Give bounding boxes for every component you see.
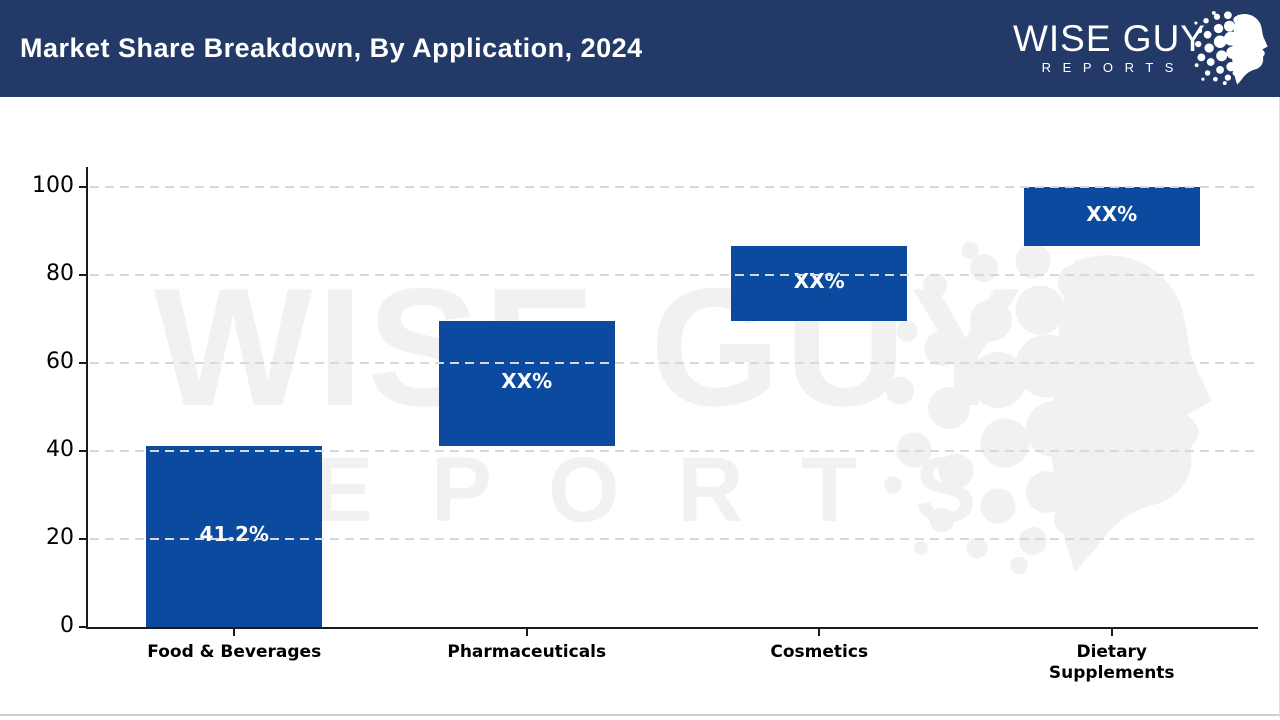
- bar-pharmaceuticals: XX%: [438, 320, 615, 446]
- x-tick-mark-1: [525, 629, 528, 636]
- logo-text: WISE GUY R E P O R T S: [1013, 19, 1206, 77]
- y-gridline-100: [90, 186, 1258, 188]
- x-category-label-line: Dietary: [1076, 642, 1148, 662]
- x-category-label-3: Dietary Supplements: [966, 642, 1259, 684]
- y-gridline-40: [90, 450, 1258, 452]
- bar-value-label: XX%: [793, 269, 845, 294]
- x-category-label-line: Cosmetics: [770, 642, 869, 662]
- y-tick-mark-80: [79, 274, 88, 276]
- x-category-label-line: Food & Beverages: [147, 642, 322, 662]
- y-tick-mark-60: [79, 362, 88, 364]
- x-tick-mark-0: [233, 629, 236, 636]
- logo: WISE GUY R E P O R T S: [1013, 6, 1270, 90]
- y-tick-label-100: 100: [32, 173, 74, 198]
- y-tick-mark-40: [79, 450, 88, 452]
- bar-food-beverages: 41.2%: [146, 445, 323, 627]
- x-category-label-2: Cosmetics: [673, 642, 966, 663]
- y-tick-label-80: 80: [46, 261, 74, 286]
- bar-dietary-supplements: XX%: [1023, 187, 1200, 246]
- waterfall-chart: 0 20 40 60 80 100 41.2% XX% XX% XX% Food & Beverag…: [0, 97, 1280, 714]
- bar-cosmetics: XX%: [731, 245, 908, 321]
- bar-value-label: 41.2%: [199, 522, 269, 547]
- y-tick-label-40: 40: [46, 437, 74, 462]
- y-tick-mark-20: [79, 538, 88, 540]
- header-bar: Market Share Breakdown, By Application, …: [0, 0, 1280, 97]
- y-tick-label-20: 20: [46, 525, 74, 550]
- bar-value-label: XX%: [1086, 202, 1138, 227]
- y-gridline-60: [90, 362, 1258, 364]
- logo-face-icon: [1192, 6, 1270, 90]
- x-tick-mark-2: [818, 629, 821, 636]
- logo-wordmark: WISE GUY: [1012, 18, 1206, 59]
- x-axis: [86, 627, 1258, 629]
- y-tick-mark-100: [79, 186, 88, 188]
- x-category-label-line: Supplements: [1048, 663, 1175, 683]
- logo-reports-line: R E P O R T S: [1041, 60, 1178, 75]
- bottom-divider: [0, 714, 1280, 716]
- x-category-label-1: Pharmaceuticals: [381, 642, 674, 663]
- bar-value-label: XX%: [501, 369, 553, 394]
- y-axis: [86, 167, 88, 629]
- x-tick-mark-3: [1110, 629, 1113, 636]
- y-gridline-80: [90, 274, 1258, 276]
- y-tick-label-0: 0: [60, 613, 74, 638]
- x-category-label-line: Pharmaceuticals: [447, 642, 607, 662]
- y-tick-label-60: 60: [46, 349, 74, 374]
- y-tick-mark-0: [79, 626, 88, 628]
- page-title: Market Share Breakdown, By Application, …: [20, 33, 643, 63]
- x-category-label-0: Food & Beverages: [88, 642, 381, 663]
- y-gridline-20: [90, 538, 1258, 540]
